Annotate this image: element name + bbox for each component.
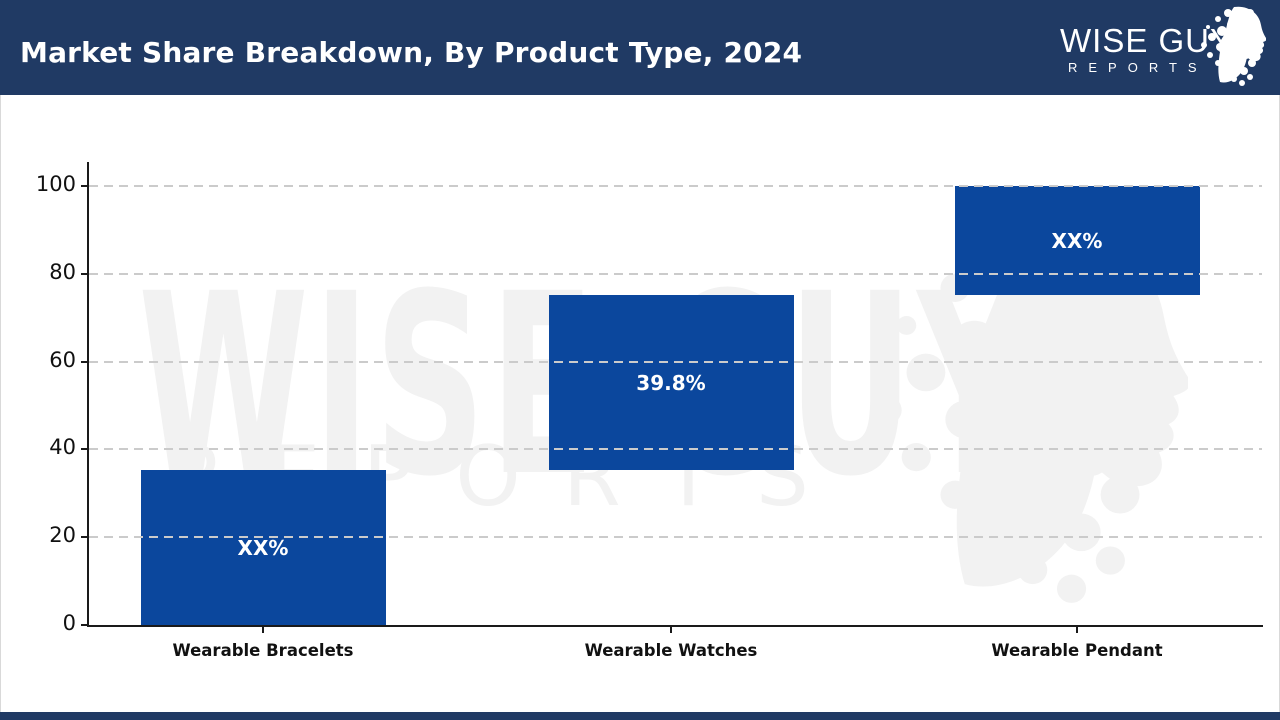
- x-axis-category-label: Wearable Bracelets: [172, 641, 354, 660]
- bar-value-label: 39.8%: [636, 370, 706, 395]
- y-tick-label-20: 20: [49, 523, 76, 548]
- bar-value-label: XX%: [1051, 228, 1103, 253]
- footer-band: [0, 712, 1280, 720]
- gridline-20: [89, 536, 1262, 539]
- bar-value-label: XX%: [237, 535, 289, 560]
- y-tick-80: [81, 272, 88, 275]
- y-tick-0: [81, 624, 88, 626]
- gridline-60: [89, 360, 1262, 363]
- y-tick-20: [81, 536, 88, 539]
- brand-head-icon: [1201, 6, 1266, 86]
- x-tick-1: [262, 627, 264, 633]
- y-tick-label-80: 80: [49, 259, 76, 284]
- y-tick-100: [81, 185, 88, 187]
- x-axis-category-label: Wearable Pendant: [991, 641, 1163, 660]
- y-tick-60: [81, 360, 88, 363]
- gridline-100: [89, 185, 1262, 187]
- y-tick-label-100: 100: [35, 172, 76, 196]
- y-tick-label-60: 60: [49, 347, 76, 372]
- bar-wearable-pendant: XX%: [954, 186, 1200, 296]
- x-axis-category-label: Wearable Watches: [584, 641, 758, 660]
- bar-wearable-bracelets: XX%: [140, 470, 386, 625]
- gridline-40: [89, 448, 1262, 451]
- y-tick-label-0: 0: [62, 611, 76, 635]
- brand-logo: WISE GUY REPORTS: [1022, 0, 1272, 95]
- y-tick-40: [81, 448, 88, 451]
- x-tick-3: [1076, 627, 1078, 633]
- y-axis: [87, 162, 89, 627]
- gridline-80: [89, 272, 1262, 275]
- chart-title: Market Share Breakdown, By Product Type,…: [20, 36, 803, 69]
- bar-wearable-watches: 39.8%: [548, 295, 794, 471]
- x-tick-2: [670, 627, 672, 633]
- x-axis: [87, 625, 1263, 627]
- y-tick-label-40: 40: [49, 435, 76, 460]
- brand-subname: REPORTS: [1068, 60, 1208, 75]
- brand-name: WISE GUY: [1060, 22, 1234, 59]
- watermark-head-icon: [872, 230, 1188, 603]
- header-band: Market Share Breakdown, By Product Type,…: [0, 0, 1280, 95]
